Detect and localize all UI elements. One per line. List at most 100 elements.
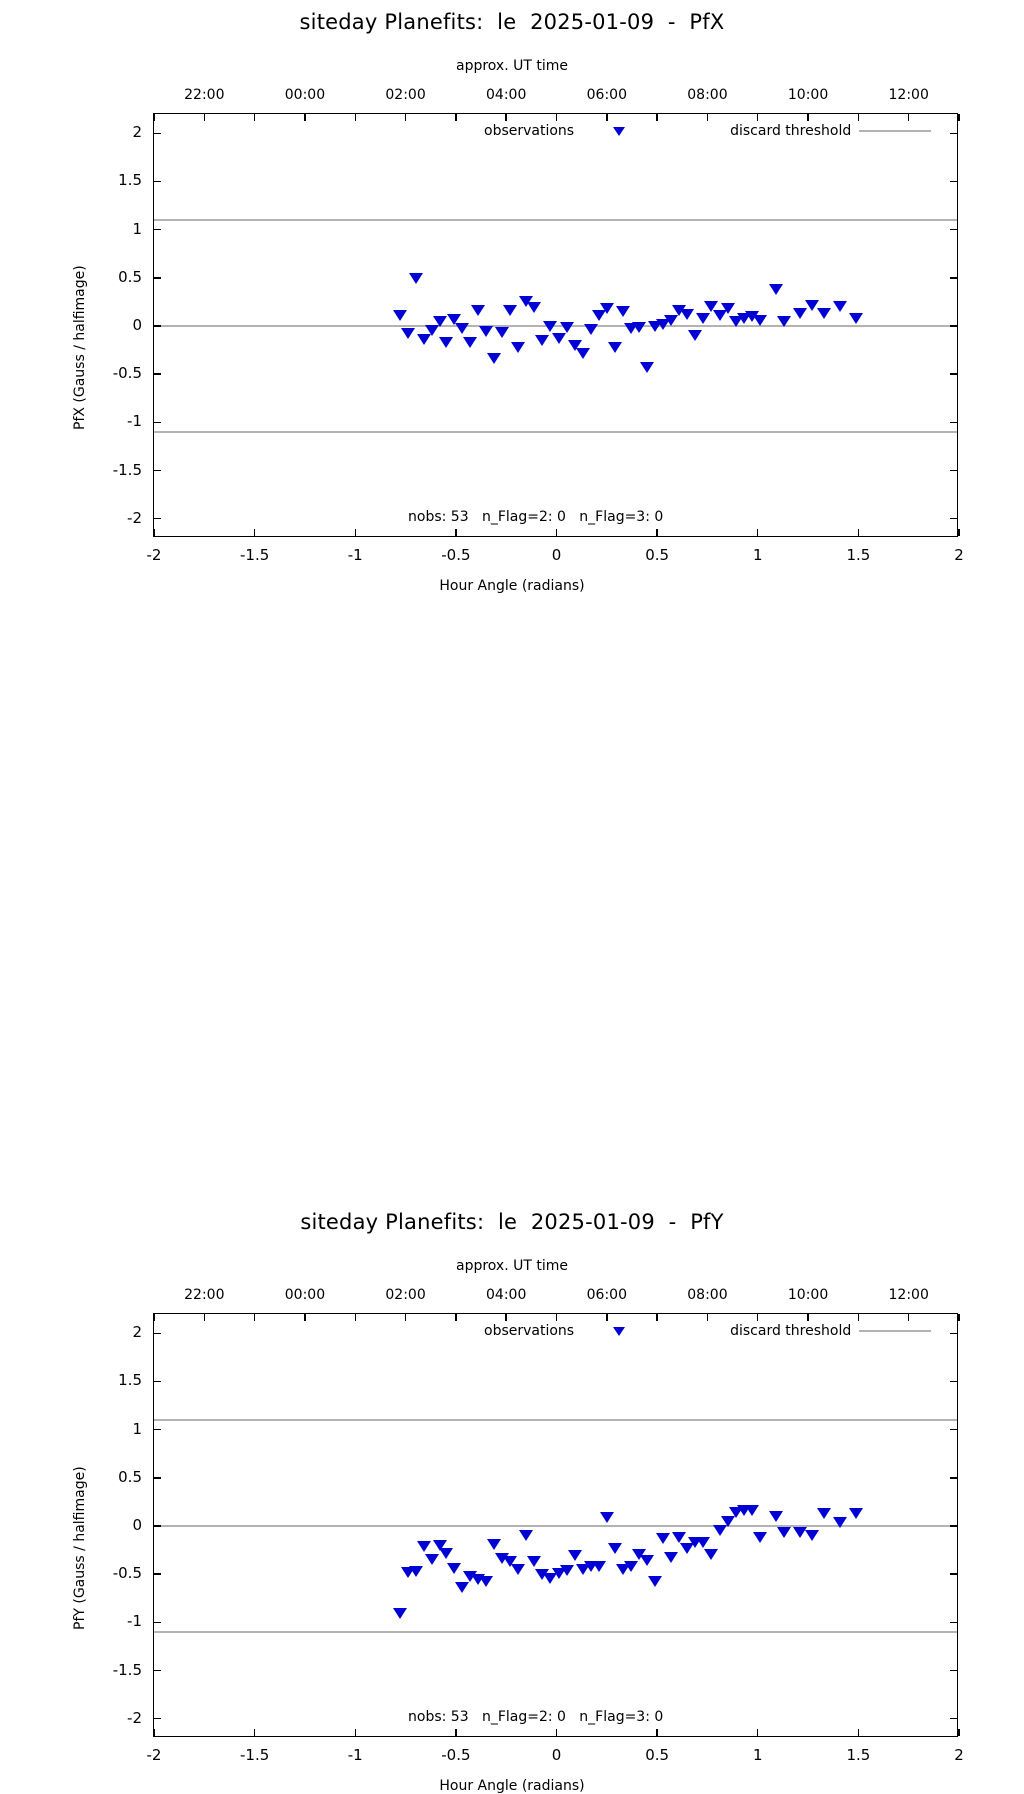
ut-time-tick — [907, 114, 910, 121]
data-point-marker — [424, 1553, 439, 1565]
discard-threshold-line — [154, 1419, 957, 1421]
x-axis-tick-mirror — [656, 114, 658, 121]
data-point-marker — [623, 1561, 638, 1573]
x-axis-tick-label: -1 — [347, 546, 363, 564]
data-point-marker — [462, 337, 477, 349]
data-point-marker — [752, 1531, 767, 1543]
data-point-marker — [648, 1575, 663, 1587]
data-point-marker — [408, 1566, 423, 1578]
x-axis-tick-label: 0.5 — [645, 546, 670, 564]
data-point-marker — [527, 301, 542, 313]
data-point-marker — [408, 272, 423, 284]
data-point-marker — [519, 295, 534, 307]
y-axis-tick — [154, 1380, 161, 1383]
x-axis-title-pfy: Hour Angle (radians) — [439, 1778, 585, 1794]
data-point-marker — [392, 310, 407, 322]
data-point-marker — [736, 313, 751, 325]
data-point-marker — [696, 1537, 711, 1549]
data-point-marker — [776, 316, 791, 328]
legend-entry-observations-pfy: observations — [484, 1323, 664, 1339]
data-point-marker — [438, 1547, 453, 1559]
x-axis-tick — [153, 1729, 155, 1736]
legend-marker-observations-icon — [574, 1326, 664, 1336]
data-point-marker — [664, 315, 679, 327]
legend-label-discard-threshold: discard threshold — [730, 1323, 852, 1339]
data-point-marker — [632, 321, 646, 333]
ut-time-tick-label: 02:00 — [385, 87, 426, 103]
y-axis-tick-mirror — [950, 1525, 957, 1527]
data-point-marker — [704, 300, 719, 312]
data-point-marker — [720, 1516, 735, 1528]
x-axis-tick-mirror — [455, 1314, 457, 1321]
x-axis-tick-label: 1.5 — [846, 546, 871, 564]
x-axis-tick-label: 1.5 — [846, 1746, 871, 1764]
y-axis-tick-label: -0.5 — [112, 1564, 142, 1583]
data-point-marker — [648, 321, 663, 332]
y-axis-tick — [154, 1428, 161, 1431]
data-point-marker — [424, 324, 439, 336]
y-axis-tick-label: 0.5 — [118, 267, 142, 286]
data-point-marker — [438, 337, 453, 349]
x-axis-tick-mirror — [757, 114, 759, 121]
data-point-marker — [400, 327, 415, 339]
y-axis-tick — [154, 1718, 161, 1720]
y-axis-tick-mirror — [950, 421, 957, 424]
data-point-marker — [656, 1532, 671, 1544]
data-point-marker — [696, 313, 711, 325]
legend-entry-discard-threshold-pfx: discard threshold — [730, 123, 949, 139]
ut-time-tick-label: 06:00 — [586, 1287, 627, 1303]
data-point-marker — [640, 362, 655, 374]
data-point-marker — [599, 302, 614, 314]
data-point-marker — [640, 1554, 655, 1566]
y-axis-tick — [154, 518, 161, 520]
x-axis-tick-label: -2 — [146, 1746, 162, 1764]
x-axis-tick — [656, 529, 658, 536]
y-axis-tick-mirror — [950, 1332, 957, 1334]
legend-entry-observations-pfx: observations — [484, 123, 664, 139]
data-point-marker — [664, 1551, 679, 1563]
data-point-marker — [567, 1549, 582, 1561]
y-axis-tick — [154, 421, 161, 424]
legend-label-observations: observations — [484, 1323, 575, 1339]
data-point-marker — [559, 1565, 574, 1577]
ut-time-tick-label: 10:00 — [787, 1287, 829, 1303]
x-axis-tick-label: 0 — [551, 1746, 562, 1764]
y-axis-tick-mirror — [950, 518, 957, 520]
data-point-marker — [768, 1511, 783, 1523]
y-axis-tick-label: 2 — [132, 123, 142, 142]
data-point-marker — [432, 316, 447, 328]
data-point-marker — [833, 1517, 848, 1529]
top-axis-label-pfx: approx. UT time — [456, 58, 568, 74]
data-point-marker — [849, 313, 864, 325]
data-point-marker — [817, 1507, 832, 1519]
data-point-marker — [519, 1529, 534, 1541]
y-axis-tick-label: 1 — [132, 1419, 142, 1438]
y-axis-tick — [154, 1669, 161, 1672]
ut-time-tick-label: 22:00 — [184, 87, 225, 103]
y-axis-tick-mirror — [950, 1380, 957, 1383]
legend-pfy: observations discard threshold — [484, 1320, 949, 1342]
discard-threshold-line — [154, 431, 957, 433]
data-point-marker — [805, 1529, 820, 1541]
y-axis-tick-label: -1.5 — [112, 460, 142, 479]
legend-line-discard-threshold-icon — [851, 130, 949, 132]
annotation-pfx: nobs: 53 n_Flag=2: 0 n_Flag=3: 0 — [408, 509, 664, 525]
y-axis-tick-label: -1.5 — [112, 1660, 142, 1679]
x-axis-tick — [253, 1729, 256, 1736]
ut-time-tick-label: 04:00 — [486, 87, 527, 103]
discard-threshold-line — [154, 1631, 957, 1633]
y-axis-tick-label: -0.5 — [112, 364, 142, 383]
y-axis-tick — [154, 1525, 161, 1527]
data-point-marker — [454, 322, 469, 334]
ut-time-tick-label: 04:00 — [486, 1287, 527, 1303]
legend-pfx: observations discard threshold — [484, 120, 949, 142]
data-point-marker — [720, 302, 735, 314]
ut-time-tick — [304, 114, 306, 121]
y-axis-tick — [154, 1573, 161, 1575]
data-point-marker — [744, 311, 759, 323]
legend-marker-observations-icon — [574, 126, 664, 136]
x-axis-tick — [455, 1729, 457, 1736]
y-axis-tick-label: -2 — [127, 508, 142, 527]
data-point-marker — [817, 307, 832, 319]
x-axis-tick-label: 2 — [954, 1746, 964, 1764]
